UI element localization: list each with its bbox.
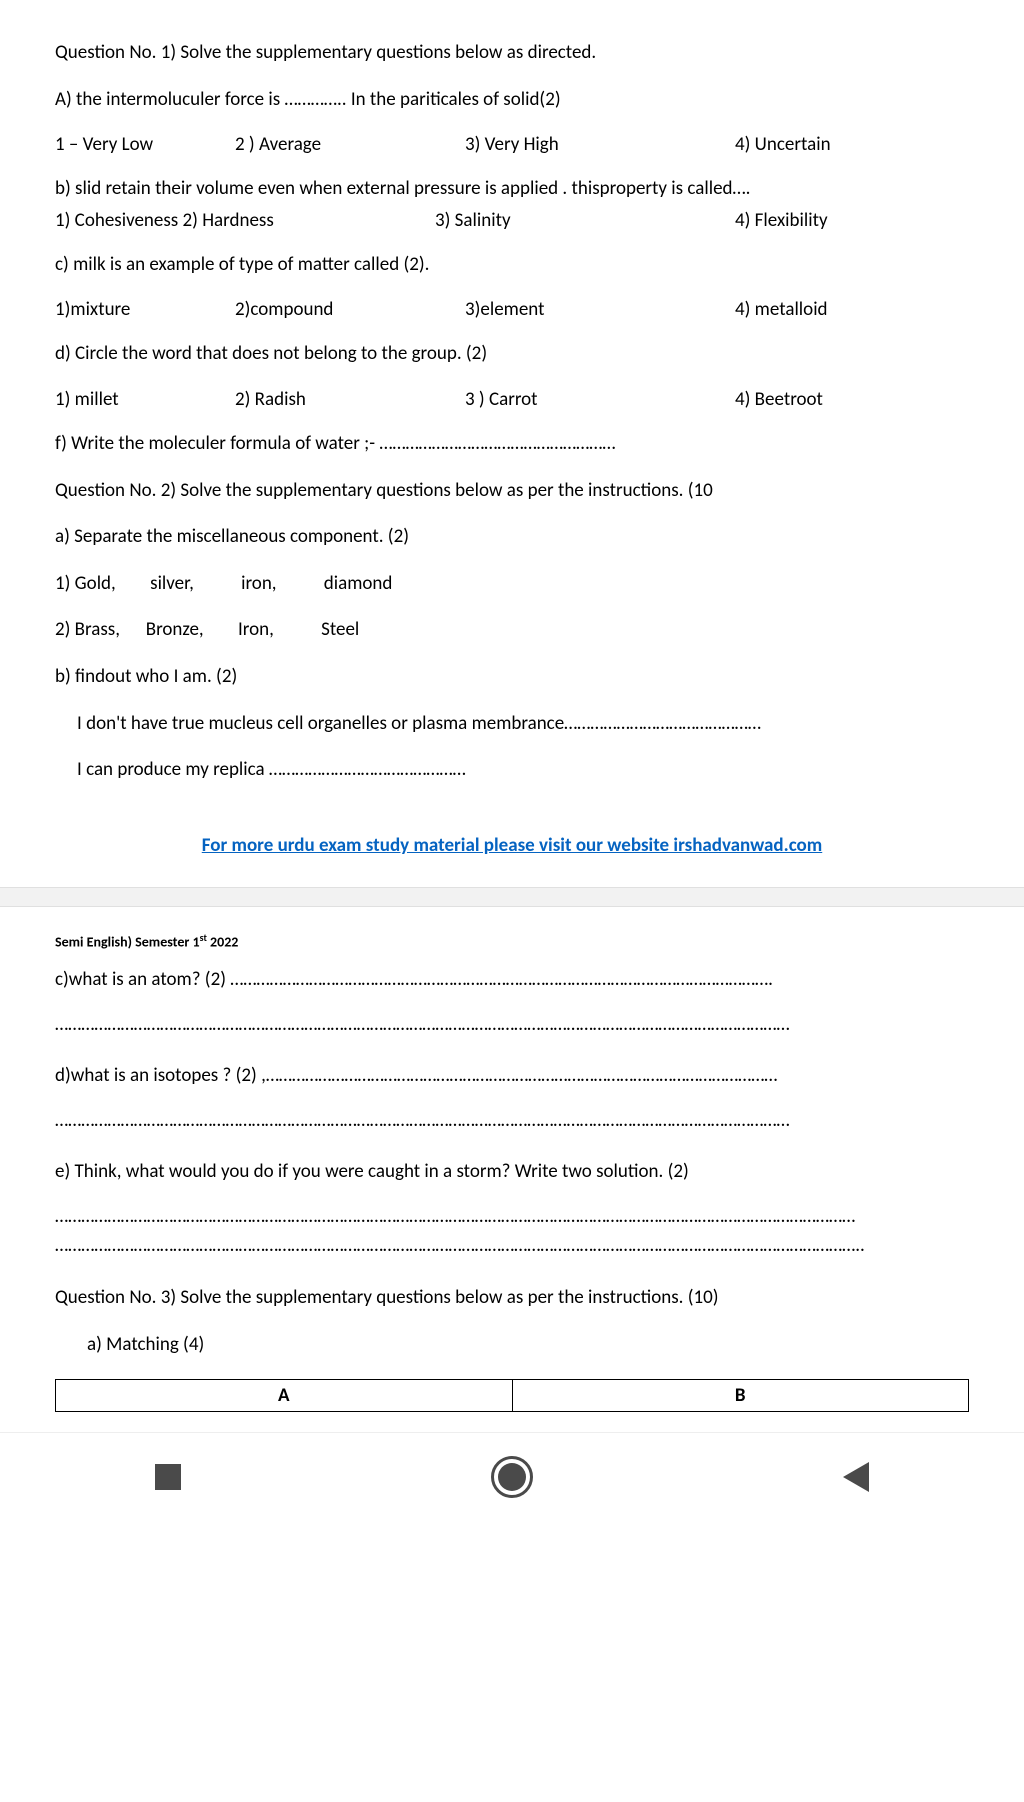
- option: 1)mixture: [55, 298, 235, 321]
- page-break: [0, 887, 1024, 907]
- q2-c: c)what is an atom? (2) ………………………………………………: [55, 968, 969, 991]
- dots: ……………………………………………………………………………………………………………: [55, 1205, 969, 1228]
- option: 4) Flexibility: [735, 209, 969, 232]
- header-post: 2022: [207, 933, 239, 950]
- option: 3 ) Carrot: [465, 388, 735, 411]
- q2-b1: I don't have true mucleus cell organelle…: [55, 711, 969, 738]
- option: 3) Very High: [465, 133, 735, 156]
- q2-title: Question No. 2) Solve the supplementary …: [55, 478, 969, 505]
- q1-b-text: b) slid retain their volume even when ex…: [55, 176, 969, 203]
- q2-b: b) findout who I am. (2): [55, 664, 969, 691]
- option: 1) millet: [55, 388, 235, 411]
- option: 1 – Very Low: [55, 133, 235, 156]
- q2-e: e) Think, what would you do if you were …: [55, 1160, 969, 1183]
- dots: ……………………………………………………………………………………………………………: [55, 1109, 969, 1132]
- q1-c-text: c) milk is an example of type of matter …: [55, 252, 969, 279]
- option: 2) Radish: [235, 388, 465, 411]
- option: 4) Uncertain: [735, 133, 969, 156]
- q1-title: Question No. 1) Solve the supplementary …: [55, 40, 969, 67]
- home-icon[interactable]: [491, 1456, 533, 1498]
- col-b-header: B: [512, 1379, 969, 1411]
- q2-a2: 2) Brass, Bronze, Iron, Steel: [55, 617, 969, 644]
- q1-b-options: 1) Cohesiveness 2) Hardness 3) Salinity …: [55, 209, 969, 232]
- dots: ……………………………………………………………………………………………………………: [55, 1013, 969, 1036]
- q1-d-text: d) Circle the word that does not belong …: [55, 341, 969, 368]
- exam-page: Question No. 1) Solve the supplementary …: [0, 0, 1024, 1432]
- q1-d-options: 1) millet 2) Radish 3 ) Carrot 4) Beetro…: [55, 388, 969, 411]
- option: 1) Cohesiveness 2) Hardness: [55, 209, 435, 232]
- q3-a: a) Matching (4): [55, 1332, 969, 1359]
- option: 3) Salinity: [435, 209, 735, 232]
- q1-f-text: f) Write the moleculer formula of water …: [55, 431, 969, 458]
- q2-a: a) Separate the miscellaneous component.…: [55, 524, 969, 551]
- header-sup: st: [200, 932, 207, 944]
- q3-title: Question No. 3) Solve the supplementary …: [55, 1285, 969, 1312]
- q1-c-options: 1)mixture 2)compound 3)element 4) metall…: [55, 298, 969, 321]
- col-a-header: A: [56, 1379, 513, 1411]
- study-material-link[interactable]: For more urdu exam study material please…: [202, 834, 822, 857]
- option: 2)compound: [235, 298, 465, 321]
- q2-a1: 1) Gold, silver, iron, diamond: [55, 571, 969, 598]
- option: 4) metalloid: [735, 298, 969, 321]
- recent-apps-icon[interactable]: [155, 1464, 181, 1490]
- q2-d: d)what is an isotopes ? (2) ,………………………………: [55, 1064, 969, 1087]
- back-icon[interactable]: [843, 1462, 869, 1492]
- q2-b2: I can produce my replica ………………………………………: [55, 757, 969, 784]
- matching-table: A B: [55, 1379, 969, 1412]
- android-nav-bar: [0, 1432, 1024, 1522]
- home-icon-inner: [498, 1463, 526, 1491]
- option: 3)element: [465, 298, 735, 321]
- q1-a-options: 1 – Very Low 2 ) Average 3) Very High 4)…: [55, 133, 969, 156]
- page2-header: Semi English) Semester 1st 2022: [55, 932, 969, 951]
- q1-a-text: A) the intermoluculer force is ………….. In…: [55, 87, 969, 114]
- link-line: For more urdu exam study material please…: [55, 834, 969, 857]
- header-pre: Semi English) Semester 1: [55, 933, 200, 950]
- dots: ……………………………………………………………………………………………………………: [55, 1234, 969, 1257]
- option: 4) Beetroot: [735, 388, 969, 411]
- option: 2 ) Average: [235, 133, 465, 156]
